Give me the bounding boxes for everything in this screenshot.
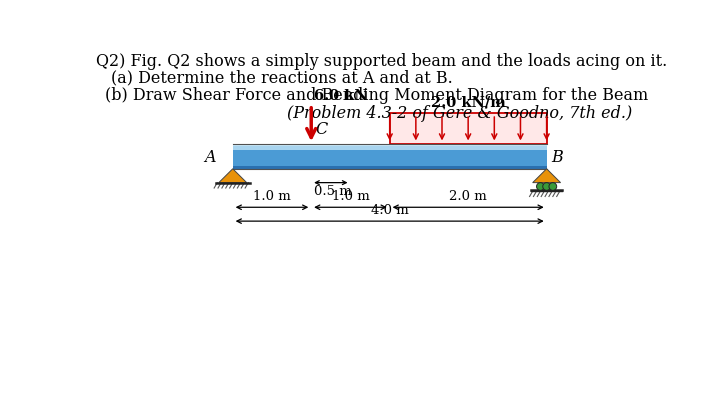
Text: Q2) Fig. Q2 shows a simply supported beam and the loads acing on it.: Q2) Fig. Q2 shows a simply supported bea… xyxy=(96,53,667,69)
Bar xyxy=(233,144,547,146)
Text: 2.0 kN/m: 2.0 kN/m xyxy=(430,95,506,109)
Text: 4.0 m: 4.0 m xyxy=(371,204,408,217)
Circle shape xyxy=(543,183,551,190)
Bar xyxy=(233,166,547,169)
Bar xyxy=(233,150,547,166)
Circle shape xyxy=(536,183,544,190)
Text: (b) Draw Shear Force and Bending Moment Diagram for the Beam: (b) Draw Shear Force and Bending Moment … xyxy=(105,87,648,104)
Bar xyxy=(390,113,547,144)
Bar xyxy=(233,146,547,150)
Text: 1.0 m: 1.0 m xyxy=(253,190,291,203)
Polygon shape xyxy=(219,169,247,183)
Text: (a) Determine the reactions at A and at B.: (a) Determine the reactions at A and at … xyxy=(111,69,453,87)
Circle shape xyxy=(549,183,557,190)
Text: 0.5 m: 0.5 m xyxy=(314,185,351,198)
Text: C: C xyxy=(315,121,327,138)
Text: 2.0 m: 2.0 m xyxy=(449,190,487,203)
Polygon shape xyxy=(533,169,561,183)
Text: 1.0 m: 1.0 m xyxy=(332,190,370,203)
Text: (Problem 4.3-2 of Gere & Goodno, 7th ed.): (Problem 4.3-2 of Gere & Goodno, 7th ed.… xyxy=(287,105,632,122)
Text: B: B xyxy=(551,149,563,166)
Text: A: A xyxy=(204,149,216,166)
Text: 6.0 kN: 6.0 kN xyxy=(314,89,368,103)
